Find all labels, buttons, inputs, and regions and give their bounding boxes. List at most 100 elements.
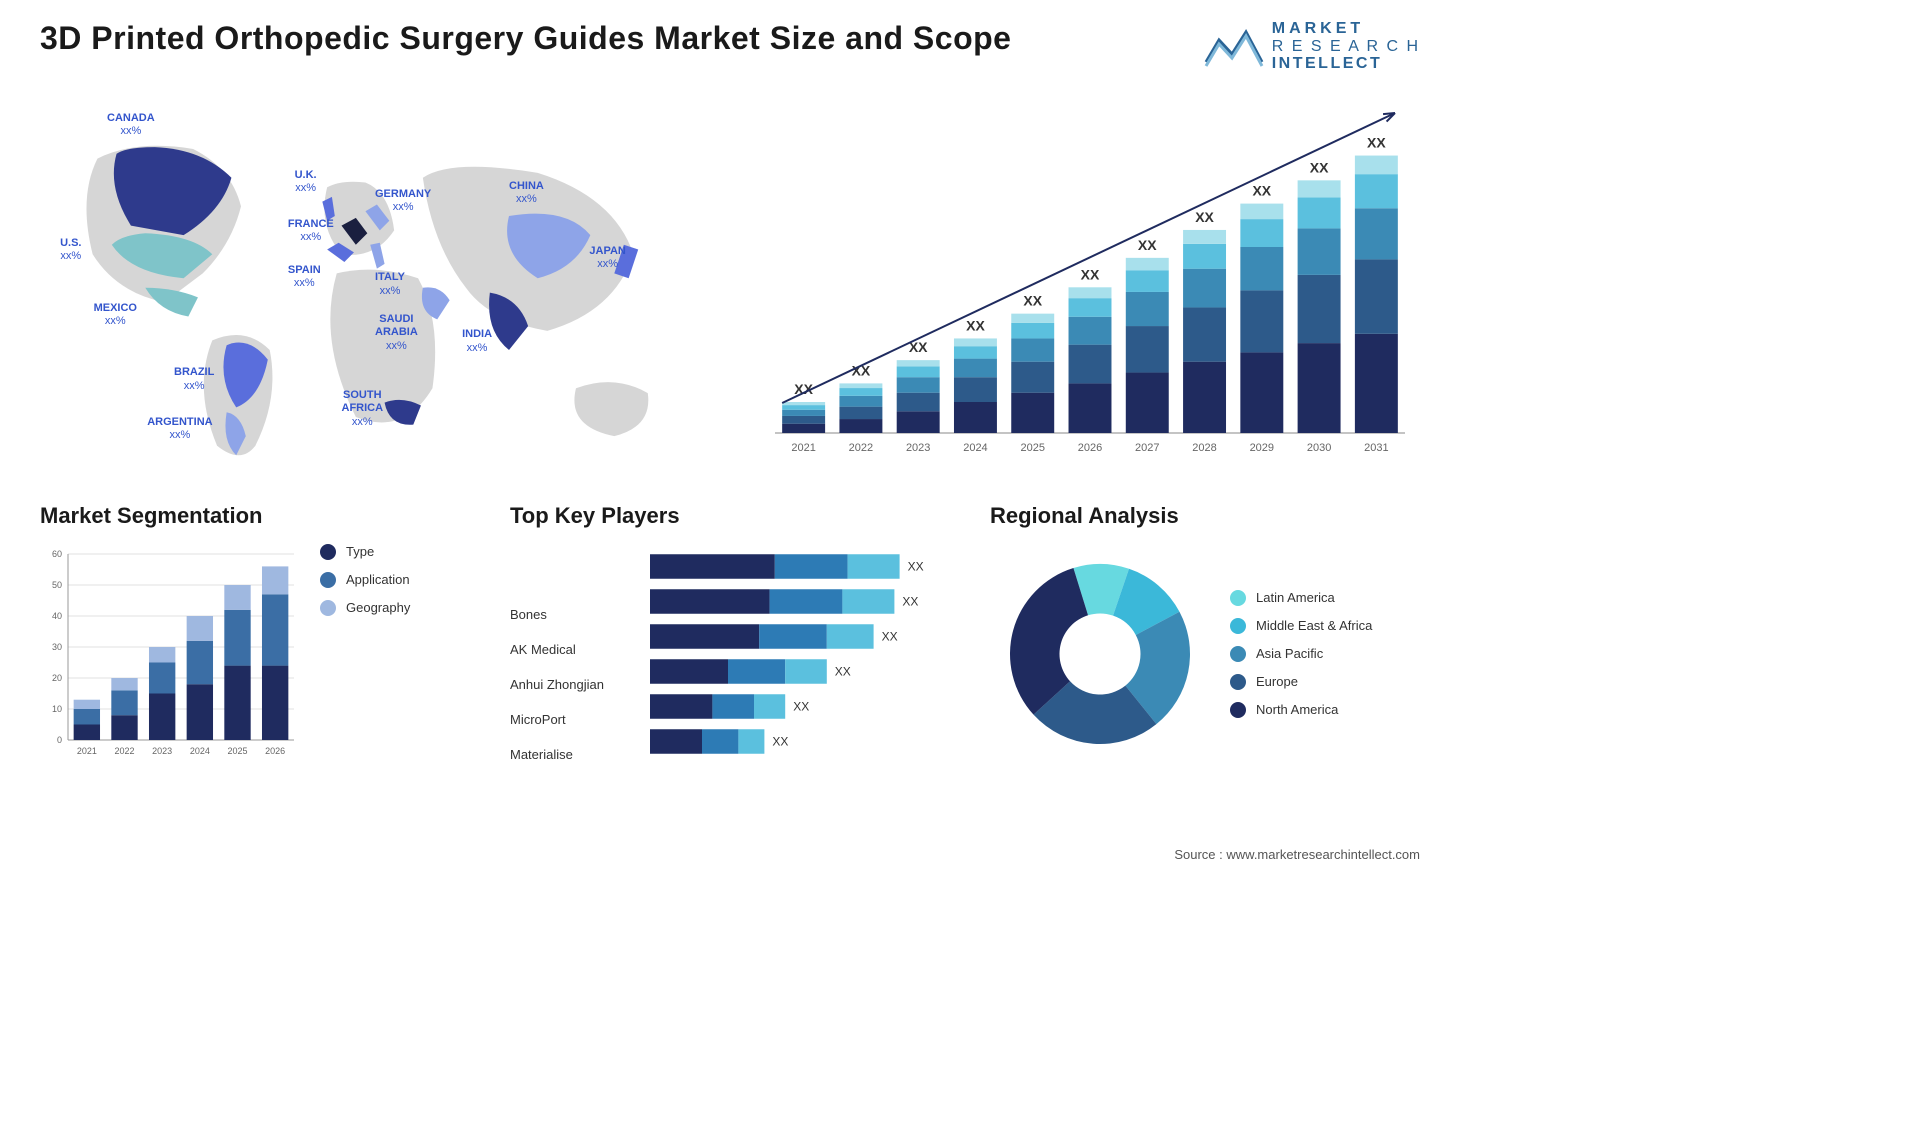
svg-text:20: 20 [52, 673, 62, 683]
legend-item: Application [320, 572, 410, 588]
svg-text:2022: 2022 [114, 746, 134, 756]
segmentation-legend: Type Application Geography [320, 544, 410, 764]
legend-label: Geography [346, 600, 410, 615]
svg-text:2021: 2021 [791, 442, 815, 454]
legend-item: Geography [320, 600, 410, 616]
map-label-france: FRANCExx% [288, 218, 334, 244]
svg-text:2021: 2021 [77, 746, 97, 756]
legend-swatch [1230, 702, 1246, 718]
map-label-china: CHINAxx% [509, 180, 544, 206]
legend-swatch [1230, 674, 1246, 690]
svg-text:2023: 2023 [906, 442, 930, 454]
legend-label: North America [1256, 702, 1338, 717]
svg-text:10: 10 [52, 704, 62, 714]
logo-text-line1: MARKET [1272, 20, 1420, 38]
svg-text:2031: 2031 [1364, 442, 1388, 454]
segmentation-panel: Market Segmentation 01020304050602021202… [40, 503, 470, 772]
svg-text:XX: XX [1367, 134, 1386, 150]
regional-donut [990, 544, 1210, 764]
svg-text:2025: 2025 [227, 746, 247, 756]
key-players-chart: XX XX XX XX XX XX [650, 544, 950, 764]
svg-text:XX: XX [1138, 237, 1157, 253]
regional-legend: Latin America Middle East & Africa Asia Pa… [1230, 590, 1372, 718]
map-label-india: INDIAxx% [462, 328, 492, 354]
legend-item: Asia Pacific [1230, 646, 1372, 662]
regional-panel: Regional Analysis Latin America Middle Ea… [990, 503, 1420, 772]
svg-text:XX: XX [772, 734, 788, 748]
svg-text:2022: 2022 [849, 442, 873, 454]
world-map-panel: CANADAxx% U.S.xx% MEXICOxx% BRAZILxx% ARGENT… [40, 93, 710, 473]
svg-text:XX: XX [902, 594, 918, 608]
svg-text:2029: 2029 [1250, 442, 1274, 454]
svg-text:XX: XX [1252, 182, 1271, 198]
logo: MARKET R E S E A R C H INTELLECT [1204, 20, 1420, 73]
bottom-row: Market Segmentation 01020304050602021202… [40, 503, 1420, 772]
svg-text:50: 50 [52, 580, 62, 590]
svg-text:40: 40 [52, 611, 62, 621]
map-label-argentina: ARGENTINAxx% [147, 416, 212, 442]
svg-text:2024: 2024 [963, 442, 987, 454]
page-title: 3D Printed Orthopedic Surgery Guides Mar… [40, 20, 1011, 57]
growth-chart: XX 2021 XX 2022 XX 2023 XX 2024 XX 2025 XX 2026 XX 20… [750, 93, 1420, 473]
svg-text:60: 60 [52, 549, 62, 559]
header: 3D Printed Orthopedic Surgery Guides Mar… [40, 20, 1420, 73]
svg-text:2025: 2025 [1020, 442, 1044, 454]
player-label: AK Medical [510, 632, 630, 667]
map-label-mexico: MEXICOxx% [94, 302, 137, 328]
svg-text:2024: 2024 [190, 746, 210, 756]
map-label-italy: ITALYxx% [375, 271, 405, 297]
legend-swatch [1230, 618, 1246, 634]
segmentation-title: Market Segmentation [40, 503, 470, 529]
map-label-saudi-arabia: SAUDIARABIAxx% [375, 313, 418, 353]
legend-swatch [320, 600, 336, 616]
legend-label: Latin America [1256, 590, 1335, 605]
source-text: Source : www.marketresearchintellect.com [1174, 847, 1420, 862]
legend-swatch [1230, 646, 1246, 662]
map-label-u-s-: U.S.xx% [60, 237, 81, 263]
svg-text:2026: 2026 [1078, 442, 1102, 454]
legend-swatch [320, 544, 336, 560]
svg-text:XX: XX [1310, 159, 1329, 175]
svg-text:XX: XX [793, 699, 809, 713]
logo-icon [1204, 22, 1264, 70]
player-labels: BonesAK MedicalAnhui ZhongjianMicroPortM… [510, 544, 630, 772]
legend-label: Application [346, 572, 410, 587]
svg-text:XX: XX [1023, 292, 1042, 308]
key-players-title: Top Key Players [510, 503, 950, 529]
svg-text:XX: XX [835, 664, 851, 678]
legend-item: North America [1230, 702, 1372, 718]
key-players-panel: Top Key Players BonesAK MedicalAnhui Zho… [510, 503, 950, 772]
logo-text: MARKET R E S E A R C H INTELLECT [1272, 20, 1420, 73]
regional-title: Regional Analysis [990, 503, 1420, 529]
player-label: Bones [510, 597, 630, 632]
map-label-south-africa: SOUTHAFRICAxx% [342, 389, 384, 429]
map-label-u-k-: U.K.xx% [295, 169, 317, 195]
svg-text:2028: 2028 [1192, 442, 1216, 454]
map-label-spain: SPAINxx% [288, 264, 321, 290]
legend-label: Middle East & Africa [1256, 618, 1372, 633]
svg-text:2026: 2026 [265, 746, 285, 756]
legend-swatch [1230, 590, 1246, 606]
logo-text-line2: R E S E A R C H [1272, 38, 1420, 56]
legend-item: Type [320, 544, 410, 560]
legend-label: Europe [1256, 674, 1298, 689]
legend-label: Asia Pacific [1256, 646, 1323, 661]
svg-text:0: 0 [57, 735, 62, 745]
player-label: MicroPort [510, 702, 630, 737]
legend-item: Europe [1230, 674, 1372, 690]
segmentation-chart: 0102030405060202120222023202420252026 [40, 544, 300, 764]
svg-text:XX: XX [882, 629, 898, 643]
svg-text:XX: XX [1195, 209, 1214, 225]
logo-text-line3: INTELLECT [1272, 55, 1420, 73]
player-label: Anhui Zhongjian [510, 667, 630, 702]
svg-text:XX: XX [1081, 266, 1100, 282]
map-label-brazil: BRAZILxx% [174, 366, 214, 392]
svg-text:XX: XX [908, 559, 924, 573]
legend-swatch [320, 572, 336, 588]
map-label-japan: JAPANxx% [589, 245, 625, 271]
svg-text:2027: 2027 [1135, 442, 1159, 454]
map-label-germany: GERMANYxx% [375, 188, 431, 214]
svg-text:2023: 2023 [152, 746, 172, 756]
player-label: Materialise [510, 737, 630, 772]
map-label-canada: CANADAxx% [107, 112, 155, 138]
